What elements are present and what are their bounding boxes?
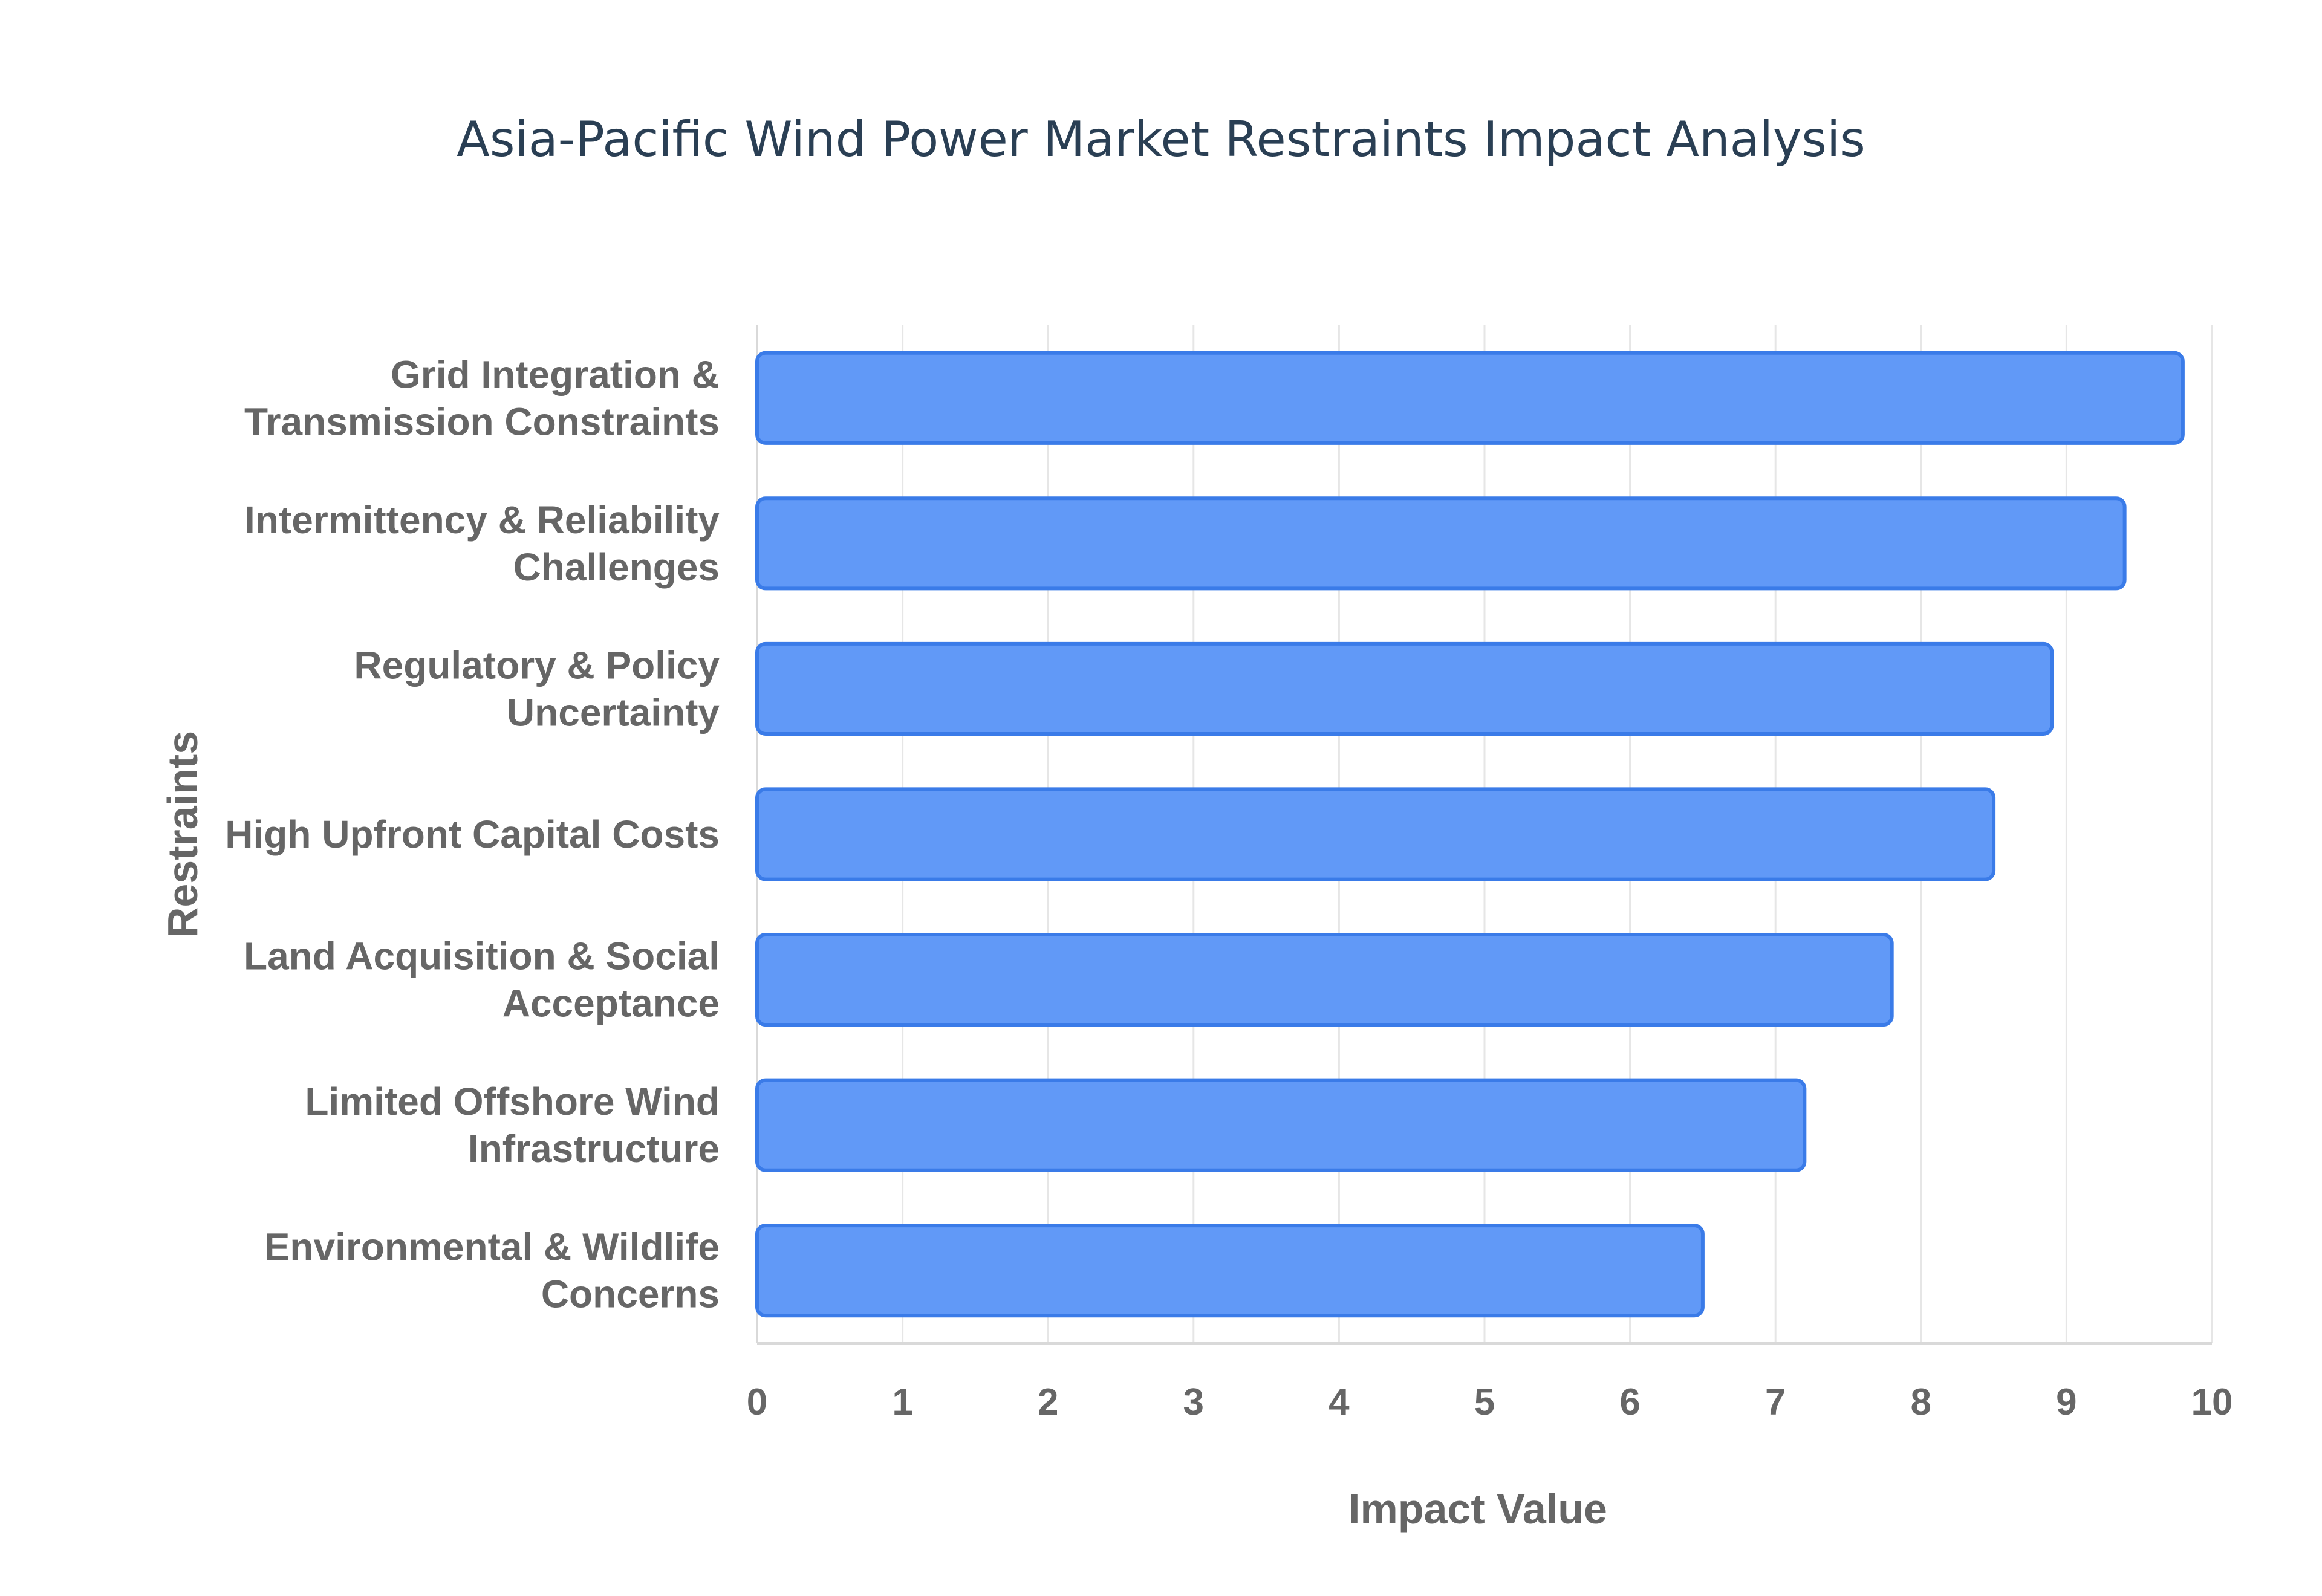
bar [755,787,1996,881]
y-category-label: Infrastructure [468,1127,720,1170]
x-tick-label: 7 [1765,1381,1786,1423]
x-tick-label: 1 [892,1381,912,1423]
x-tick-label: 6 [1619,1381,1640,1423]
bar [755,351,2185,445]
bar [755,496,2127,591]
y-category-label: Uncertainty [507,690,720,734]
y-category-label: Concerns [541,1273,720,1316]
x-tick-label: 3 [1183,1381,1204,1423]
bar [755,932,1894,1027]
bar-layer [755,351,2185,1318]
y-category-label: Land Acquisition & Social [244,935,720,978]
x-tick-label: 4 [1328,1381,1350,1423]
y-axis-title: Restraints [159,731,206,938]
x-axis-title: Impact Value [1348,1485,1607,1533]
x-tick-label: 2 [1038,1381,1058,1423]
chart-title: Asia-Pacific Wind Power Market Restraint… [457,111,1865,167]
y-category-label: Acceptance [502,982,720,1025]
x-tick-label: 9 [2056,1381,2076,1423]
y-category-label: Transmission Constraints [244,400,720,443]
y-category-label: Grid Integration & [391,352,720,396]
y-category-label: High Upfront Capital Costs [225,813,720,856]
x-tick-label: 10 [2191,1381,2233,1423]
bar [755,641,2054,736]
y-category-label: Challenges [513,545,720,589]
y-category-label: Limited Offshore Wind [305,1080,720,1123]
y-category-label: Intermittency & Reliability [244,498,720,542]
x-tick-label: 5 [1474,1381,1495,1423]
y-category-label: Regulatory & Policy [354,643,720,687]
y-category-label: Environmental & Wildlife [264,1225,720,1269]
x-tick-label: 8 [1911,1381,1931,1423]
bar [755,1078,1807,1172]
bar [755,1224,1705,1318]
label-layer: 0 1 2 3 4 5 6 7 8 9 10 Grid Integration &Transmissi… [225,352,2233,1423]
x-tick-label: 0 [747,1381,767,1423]
